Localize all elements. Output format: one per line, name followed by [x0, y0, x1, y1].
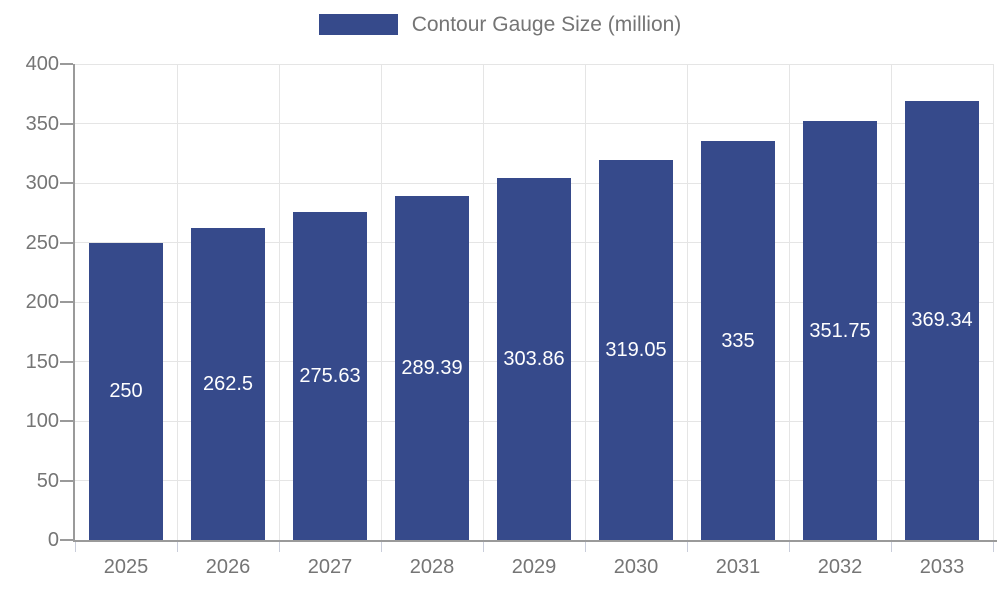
gridline-horizontal: [75, 63, 993, 65]
y-axis-tick: [60, 360, 73, 363]
gridline-horizontal: [75, 123, 993, 124]
x-axis-tick-label: 2033: [919, 556, 965, 578]
gridline-vertical: [584, 64, 586, 540]
gridline-vertical: [686, 64, 688, 540]
x-axis-tick-label: 2025: [103, 556, 149, 578]
y-axis-tick: [60, 241, 73, 244]
bar-value-label: 351.75: [809, 319, 871, 342]
x-axis-tick-label: 2030: [613, 556, 659, 578]
bar-2028: [395, 195, 469, 540]
x-axis-tick: [380, 540, 382, 552]
x-axis-tick-label: 2029: [511, 556, 557, 578]
bar-value-label: 262.5: [202, 372, 254, 395]
bar-value-label: 369.34: [911, 309, 973, 332]
bar-2027: [293, 212, 367, 540]
gridline-vertical: [890, 64, 892, 540]
plot-area: 0 50 100 150 200 250 300 350 400 250 2025 262.5 2026…: [26, 53, 997, 578]
bar-value-label: 275.63: [299, 365, 361, 387]
y-axis-tick-label: 100: [25, 410, 59, 432]
y-axis-tick-label: 350: [25, 112, 59, 135]
gridline-vertical: [380, 64, 382, 540]
x-axis-tick: [992, 540, 994, 552]
y-axis-tick-label: 150: [25, 350, 59, 373]
y-axis-tick: [60, 479, 73, 482]
gridline-vertical: [788, 64, 790, 540]
bar-value-label: 289.39: [401, 356, 463, 379]
y-axis-tick: [60, 539, 73, 541]
bar-value-label: 335: [721, 329, 755, 352]
x-axis-tick-label: 2027: [307, 556, 353, 578]
x-axis-tick-label: 2028: [409, 556, 455, 578]
legend-label: Contour Gauge Size (million): [411, 13, 682, 36]
x-axis-tick: [584, 540, 586, 552]
bar-2032: [803, 121, 877, 540]
bar-2033: [905, 100, 979, 540]
x-axis-tick-label: 2032: [817, 556, 863, 578]
bar-value-label: 319.05: [605, 339, 667, 362]
y-axis-line: [73, 64, 75, 540]
x-axis-tick: [788, 540, 790, 552]
x-axis-line: [73, 540, 997, 542]
y-axis-tick: [60, 122, 73, 125]
x-axis-tick: [686, 540, 688, 552]
y-axis-tick-label: 200: [25, 291, 59, 313]
y-axis-tick-label: 250: [25, 231, 59, 254]
x-axis-tick: [74, 540, 76, 552]
bar-value-label: 303.86: [503, 348, 565, 371]
bar-2029: [497, 178, 571, 540]
x-axis-tick-label: 2026: [205, 556, 251, 578]
x-axis-tick: [890, 540, 892, 552]
x-axis-tick: [482, 540, 484, 552]
gridline-vertical: [278, 64, 280, 540]
y-axis-tick-label: 400: [25, 53, 59, 75]
bar-2030: [599, 160, 673, 540]
gridline-vertical: [482, 64, 484, 540]
y-axis-tick: [60, 182, 73, 184]
gridline-vertical: [992, 64, 994, 540]
bar-value-label: 250: [109, 380, 143, 403]
y-axis-tick-label: 0: [47, 529, 59, 551]
gridline-vertical: [176, 64, 178, 540]
x-axis-tick: [278, 540, 280, 552]
x-axis-tick: [176, 540, 178, 552]
legend-swatch: [318, 14, 398, 35]
bar-2026: [191, 227, 265, 540]
bar-2025: [89, 242, 163, 540]
y-axis-tick-label: 300: [25, 172, 59, 194]
y-axis-tick-label: 50: [36, 469, 59, 492]
y-axis-tick: [60, 420, 73, 422]
y-axis-tick: [60, 301, 73, 303]
legend[interactable]: Contour Gauge Size (million): [0, 14, 1000, 35]
y-axis-tick: [60, 63, 73, 65]
bar-2031: [701, 141, 775, 540]
x-axis-tick-label: 2031: [715, 556, 761, 578]
